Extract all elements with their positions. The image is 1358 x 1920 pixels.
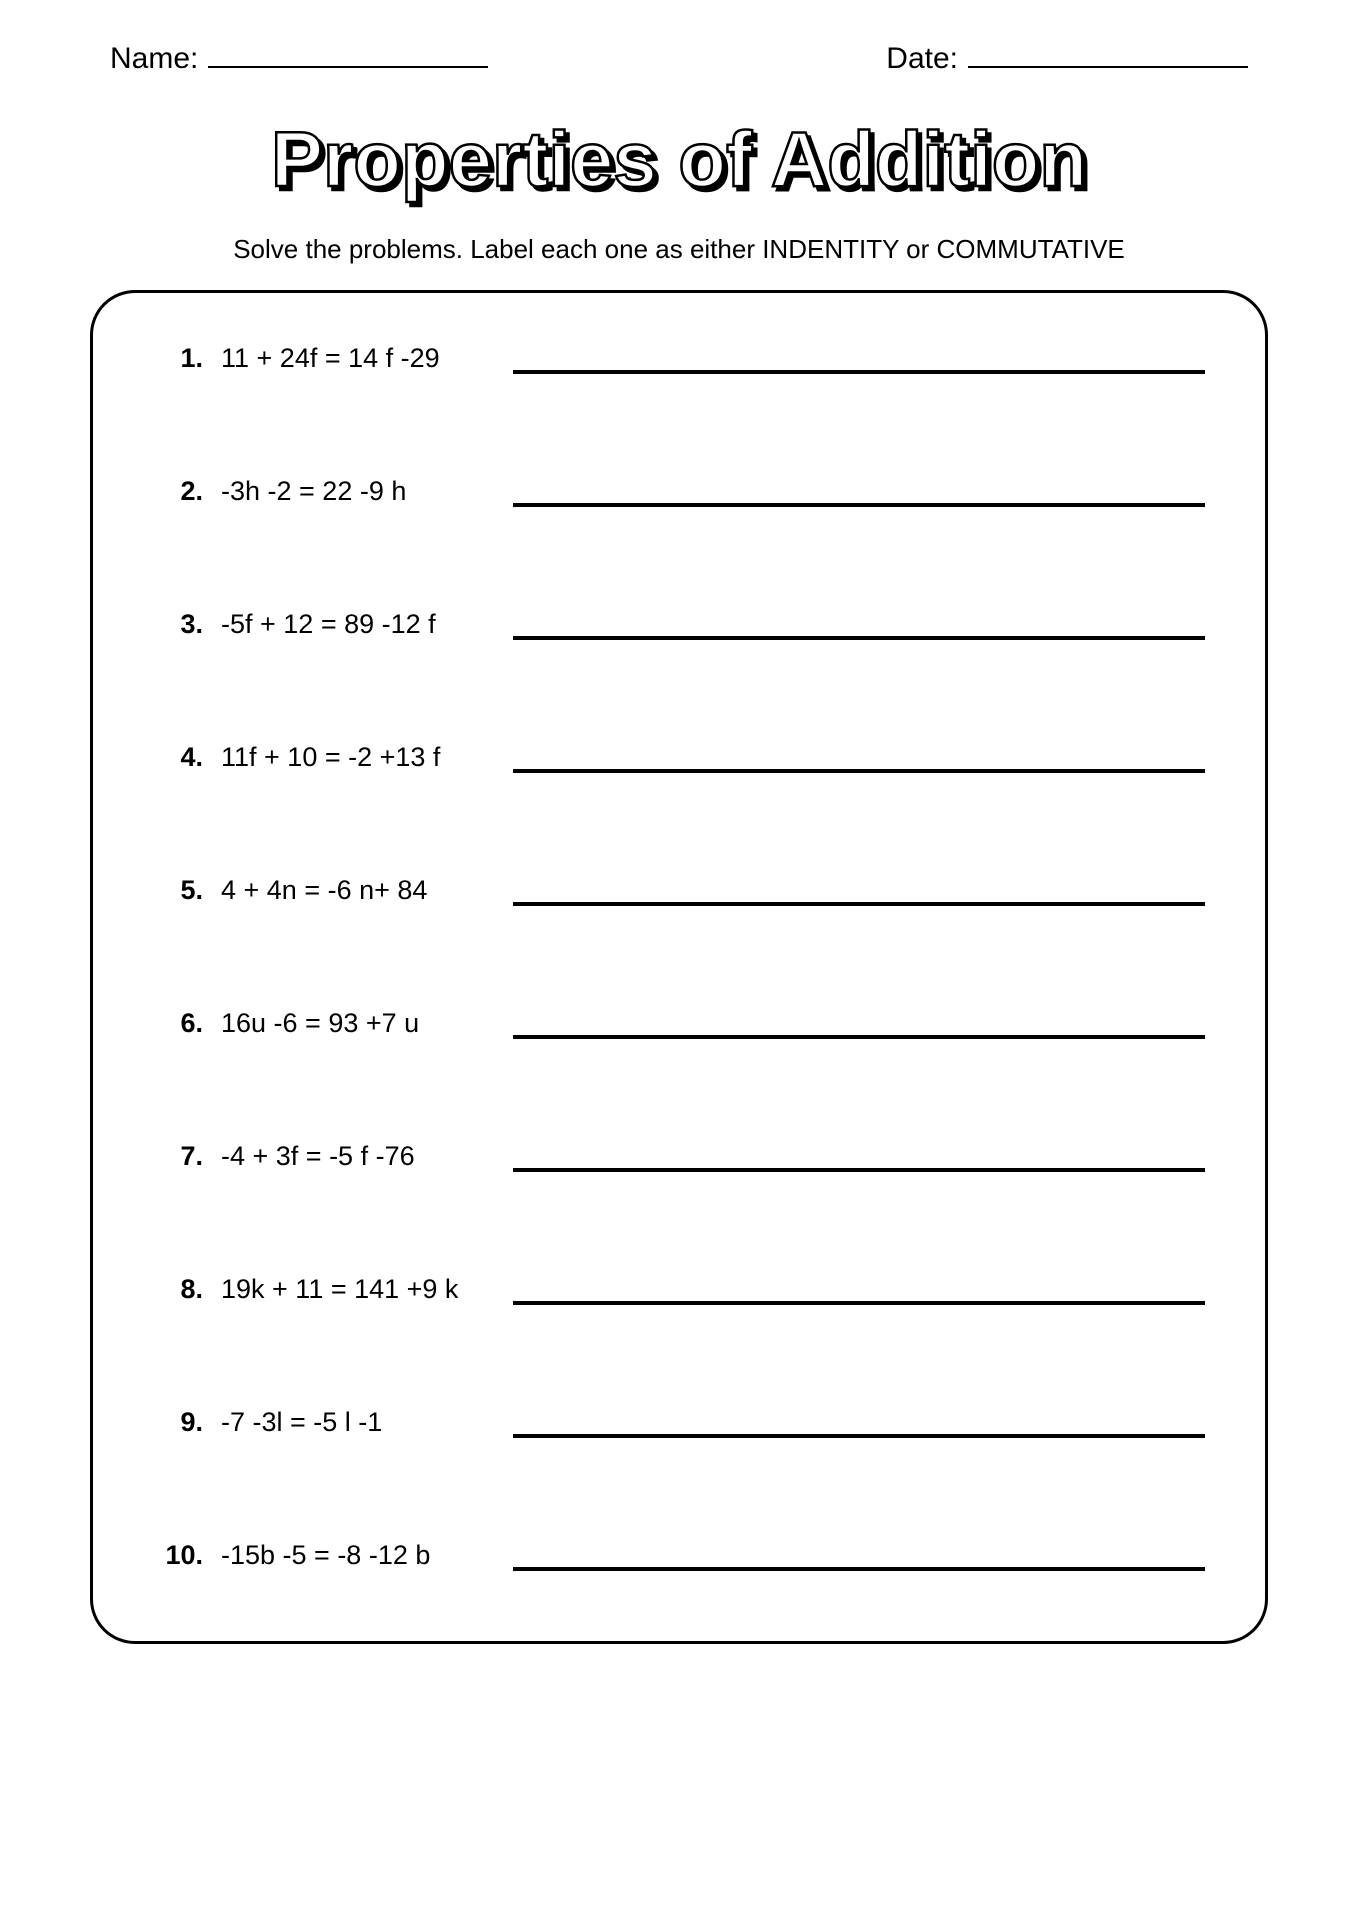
problems-box: 1. 11 + 24f = 14 f -29 2. -3h -2 = 22 -9… <box>90 290 1268 1644</box>
problem-number: 2. <box>153 476 203 507</box>
problem-number: 6. <box>153 1008 203 1039</box>
worksheet-title: Properties of Addition <box>154 106 1204 216</box>
problem-left: 4. 11f + 10 = -2 +13 f <box>153 742 493 773</box>
name-field-group: Name: <box>110 40 488 76</box>
problem-number: 5. <box>153 875 203 906</box>
problem-equation: 11 + 24f = 14 f -29 <box>221 343 440 374</box>
svg-text:Properties of Addition: Properties of Addition <box>271 115 1087 203</box>
problem-number: 4. <box>153 742 203 773</box>
problem-number: 8. <box>153 1274 203 1305</box>
problem-row: 10. -15b -5 = -8 -12 b <box>153 1540 1205 1571</box>
answer-line[interactable] <box>513 610 1205 640</box>
problem-number: 9. <box>153 1407 203 1438</box>
answer-line[interactable] <box>513 1275 1205 1305</box>
problem-row: 5. 4 + 4n = -6 n+ 84 <box>153 875 1205 906</box>
problem-equation: 16u -6 = 93 +7 u <box>221 1008 419 1039</box>
problem-left: 1. 11 + 24f = 14 f -29 <box>153 343 493 374</box>
name-label: Name: <box>110 42 198 76</box>
problem-equation: 4 + 4n = -6 n+ 84 <box>221 875 427 906</box>
problem-number: 7. <box>153 1141 203 1172</box>
problem-number: 3. <box>153 609 203 640</box>
answer-line[interactable] <box>513 1142 1205 1172</box>
answer-line[interactable] <box>513 1009 1205 1039</box>
title-container: Properties of Addition Solve the problem… <box>90 106 1268 265</box>
answer-line[interactable] <box>513 1541 1205 1571</box>
problem-row: 3. -5f + 12 = 89 -12 f <box>153 609 1205 640</box>
problem-row: 2. -3h -2 = 22 -9 h <box>153 476 1205 507</box>
problem-equation: -5f + 12 = 89 -12 f <box>221 609 436 640</box>
problem-number: 1. <box>153 343 203 374</box>
problem-number: 10. <box>153 1540 203 1571</box>
problem-left: 8. 19k + 11 = 141 +9 k <box>153 1274 493 1305</box>
answer-line[interactable] <box>513 743 1205 773</box>
problem-row: 9. -7 -3l = -5 l -1 <box>153 1407 1205 1438</box>
problem-left: 2. -3h -2 = 22 -9 h <box>153 476 493 507</box>
worksheet-instructions: Solve the problems. Label each one as ei… <box>90 234 1268 265</box>
problem-left: 9. -7 -3l = -5 l -1 <box>153 1407 493 1438</box>
problem-left: 5. 4 + 4n = -6 n+ 84 <box>153 875 493 906</box>
problem-row: 7. -4 + 3f = -5 f -76 <box>153 1141 1205 1172</box>
date-input-line[interactable] <box>968 40 1248 68</box>
problem-row: 6. 16u -6 = 93 +7 u <box>153 1008 1205 1039</box>
problem-left: 10. -15b -5 = -8 -12 b <box>153 1540 493 1571</box>
header-row: Name: Date: <box>90 40 1268 76</box>
answer-line[interactable] <box>513 344 1205 374</box>
answer-line[interactable] <box>513 477 1205 507</box>
problem-equation: -7 -3l = -5 l -1 <box>221 1407 382 1438</box>
date-field-group: Date: <box>886 40 1248 76</box>
answer-line[interactable] <box>513 876 1205 906</box>
problem-left: 3. -5f + 12 = 89 -12 f <box>153 609 493 640</box>
problem-equation: 19k + 11 = 141 +9 k <box>221 1274 458 1305</box>
answer-line[interactable] <box>513 1408 1205 1438</box>
problem-row: 4. 11f + 10 = -2 +13 f <box>153 742 1205 773</box>
problem-left: 6. 16u -6 = 93 +7 u <box>153 1008 493 1039</box>
problem-equation: 11f + 10 = -2 +13 f <box>221 742 440 773</box>
name-input-line[interactable] <box>208 40 488 68</box>
date-label: Date: <box>886 42 958 76</box>
problem-left: 7. -4 + 3f = -5 f -76 <box>153 1141 493 1172</box>
problem-equation: -15b -5 = -8 -12 b <box>221 1540 430 1571</box>
problem-row: 8. 19k + 11 = 141 +9 k <box>153 1274 1205 1305</box>
problem-equation: -4 + 3f = -5 f -76 <box>221 1141 415 1172</box>
problem-equation: -3h -2 = 22 -9 h <box>221 476 406 507</box>
problem-row: 1. 11 + 24f = 14 f -29 <box>153 343 1205 374</box>
